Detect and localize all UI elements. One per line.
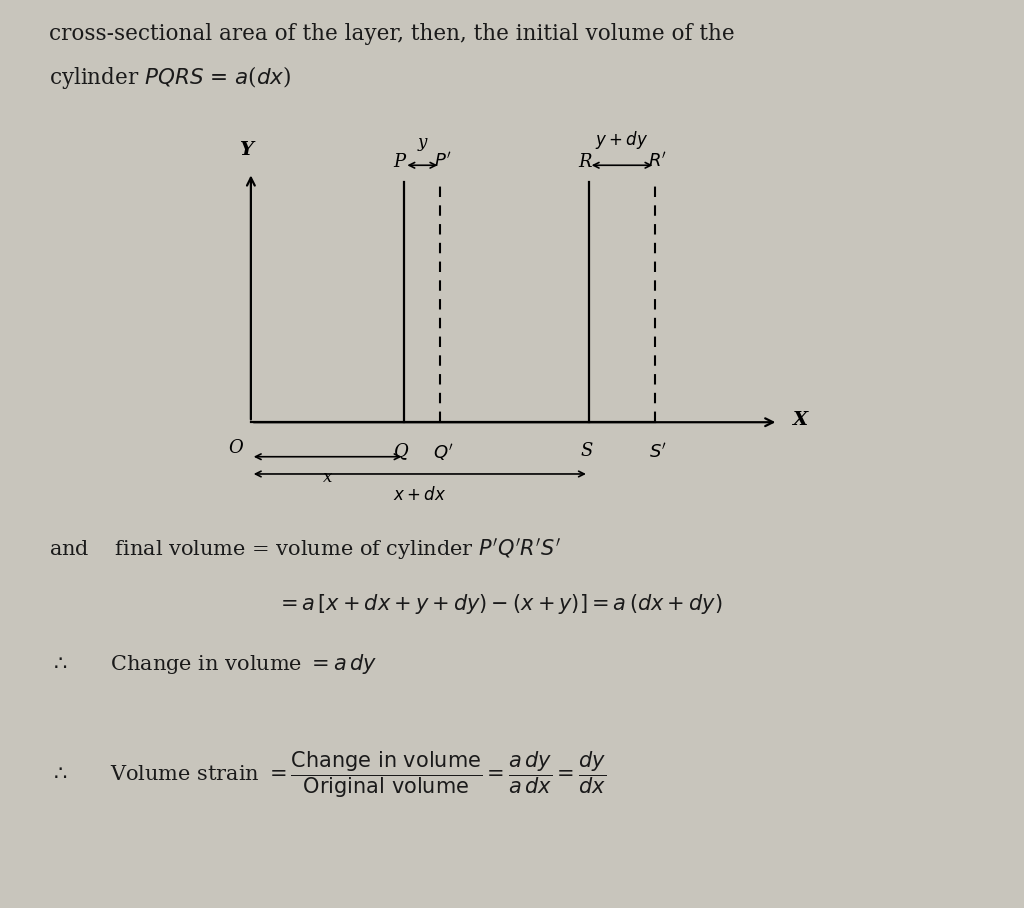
Text: $P'$: $P'$ [434,152,451,171]
Text: and    final volume = volume of cylinder $P'Q'R'S'$: and final volume = volume of cylinder $P… [49,536,561,562]
Text: Q: Q [394,442,409,460]
Text: $R'$: $R'$ [648,152,667,171]
Text: $x + dx$: $x + dx$ [393,486,446,504]
Text: R: R [578,153,592,171]
Text: O: O [228,439,243,457]
Text: $S'$: $S'$ [649,442,668,461]
Text: $y + dy$: $y + dy$ [595,129,649,151]
Text: $\therefore$      Volume strain $= \dfrac{\text{Change in volume}}{\text{Origina: $\therefore$ Volume strain $= \dfrac{\te… [49,749,606,800]
Text: cylinder $PQRS$ = $a$($dx$): cylinder $PQRS$ = $a$($dx$) [49,64,292,91]
Text: cross-sectional area of the layer, then, the initial volume of the: cross-sectional area of the layer, then,… [49,23,735,44]
Text: $\therefore$      Change in volume $= a\,dy$: $\therefore$ Change in volume $= a\,dy$ [49,652,378,676]
Text: x: x [323,469,333,486]
Text: $= a\,[x + dx + y + dy) - (x + y)] = a\,(dx + dy)$: $= a\,[x + dx + y + dy) - (x + y)] = a\,… [276,592,723,616]
Text: $Q'$: $Q'$ [433,442,454,463]
Text: Y: Y [239,141,253,159]
Text: y: y [418,133,427,151]
Text: P: P [393,153,406,171]
Text: S: S [581,442,593,460]
Text: X: X [792,411,807,429]
